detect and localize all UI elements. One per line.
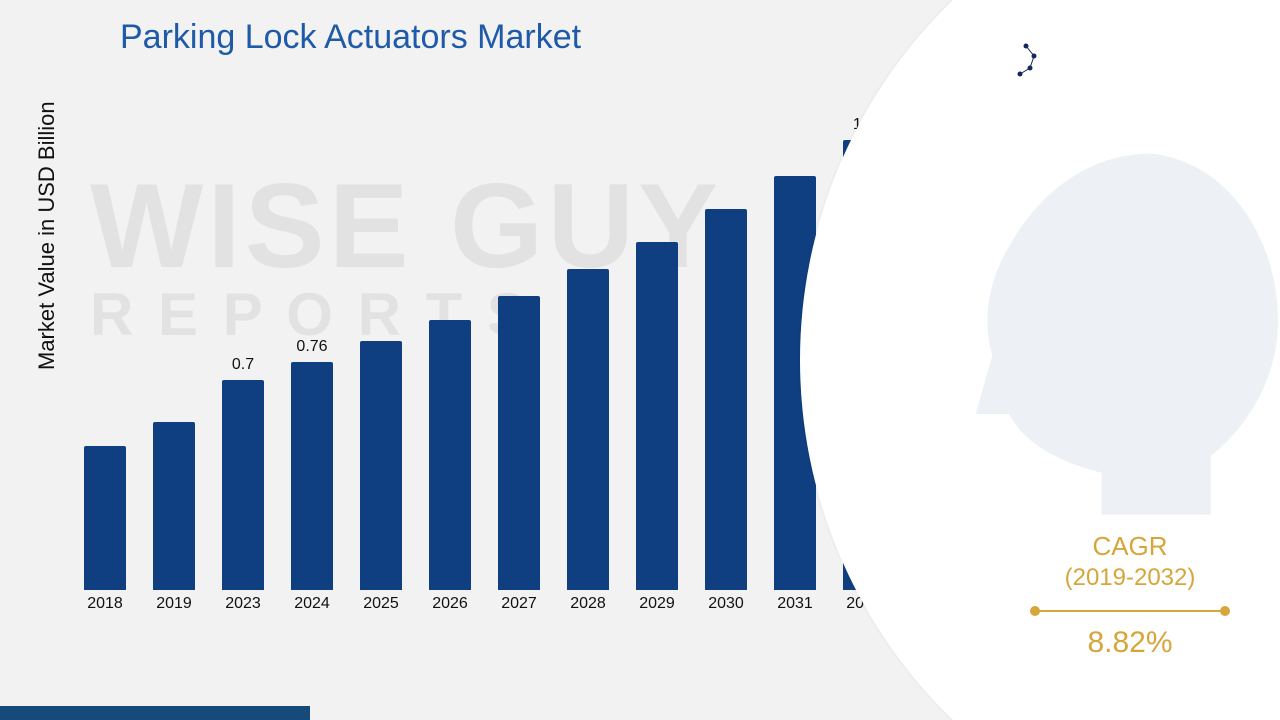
x-tick-label: 2031 (777, 595, 813, 613)
x-tick-label: 2018 (87, 595, 123, 613)
logo-sub-text: R E P O R T S (1034, 65, 1254, 83)
bar (705, 209, 747, 590)
cagr-block: CAGR (2019-2032) 8.82% (1020, 531, 1240, 660)
bar (636, 242, 678, 590)
right-panel: WISE GUY R E P O R T S CAGR (2019-2032) … (960, 0, 1280, 720)
x-axis-labels: 2018 2019 2023 2024 2025 2026 2027 2028 2029 2030… (80, 595, 910, 625)
bar-value-label: 0.7 (232, 356, 254, 374)
cagr-label: CAGR (1020, 531, 1240, 562)
y-axis-label: Market Value in USD Billion (34, 101, 60, 370)
page: WISE GUY R E P O R T S Parking Lock Actu… (0, 0, 1280, 720)
x-tick-label: 2029 (639, 595, 675, 613)
x-tick-label: 2025 (363, 595, 399, 613)
bar-value-label: 0.76 (296, 338, 327, 356)
chart-title: Parking Lock Actuators Market (120, 18, 581, 57)
x-tick-label: 2019 (156, 595, 192, 613)
x-tick-label: 2028 (570, 595, 606, 613)
divider-dot-right (1220, 606, 1230, 616)
plot-region: 0.70.761.5 (80, 110, 910, 590)
x-tick-label: 2026 (432, 595, 468, 613)
x-tick-label: 2027 (501, 595, 537, 613)
x-tick-label: 2024 (294, 595, 330, 613)
bar (498, 296, 540, 590)
bar (429, 320, 471, 590)
brand-logo: WISE GUY R E P O R T S (1034, 28, 1254, 83)
cagr-divider (1035, 610, 1225, 612)
bar (84, 446, 126, 590)
bottom-accent-bar (0, 706, 310, 720)
cagr-value: 8.82% (1020, 626, 1240, 660)
bar (153, 422, 195, 590)
cagr-years: (2019-2032) (1020, 564, 1240, 592)
bar (222, 380, 264, 590)
bar (567, 269, 609, 590)
divider-dot-left (1030, 606, 1040, 616)
logo-main-text: WISE GUY (1034, 28, 1254, 67)
bar (360, 341, 402, 590)
x-tick-label: 2030 (708, 595, 744, 613)
x-tick-label: 2023 (225, 595, 261, 613)
bar (291, 362, 333, 590)
bars-container: 0.70.761.5 (80, 110, 910, 590)
